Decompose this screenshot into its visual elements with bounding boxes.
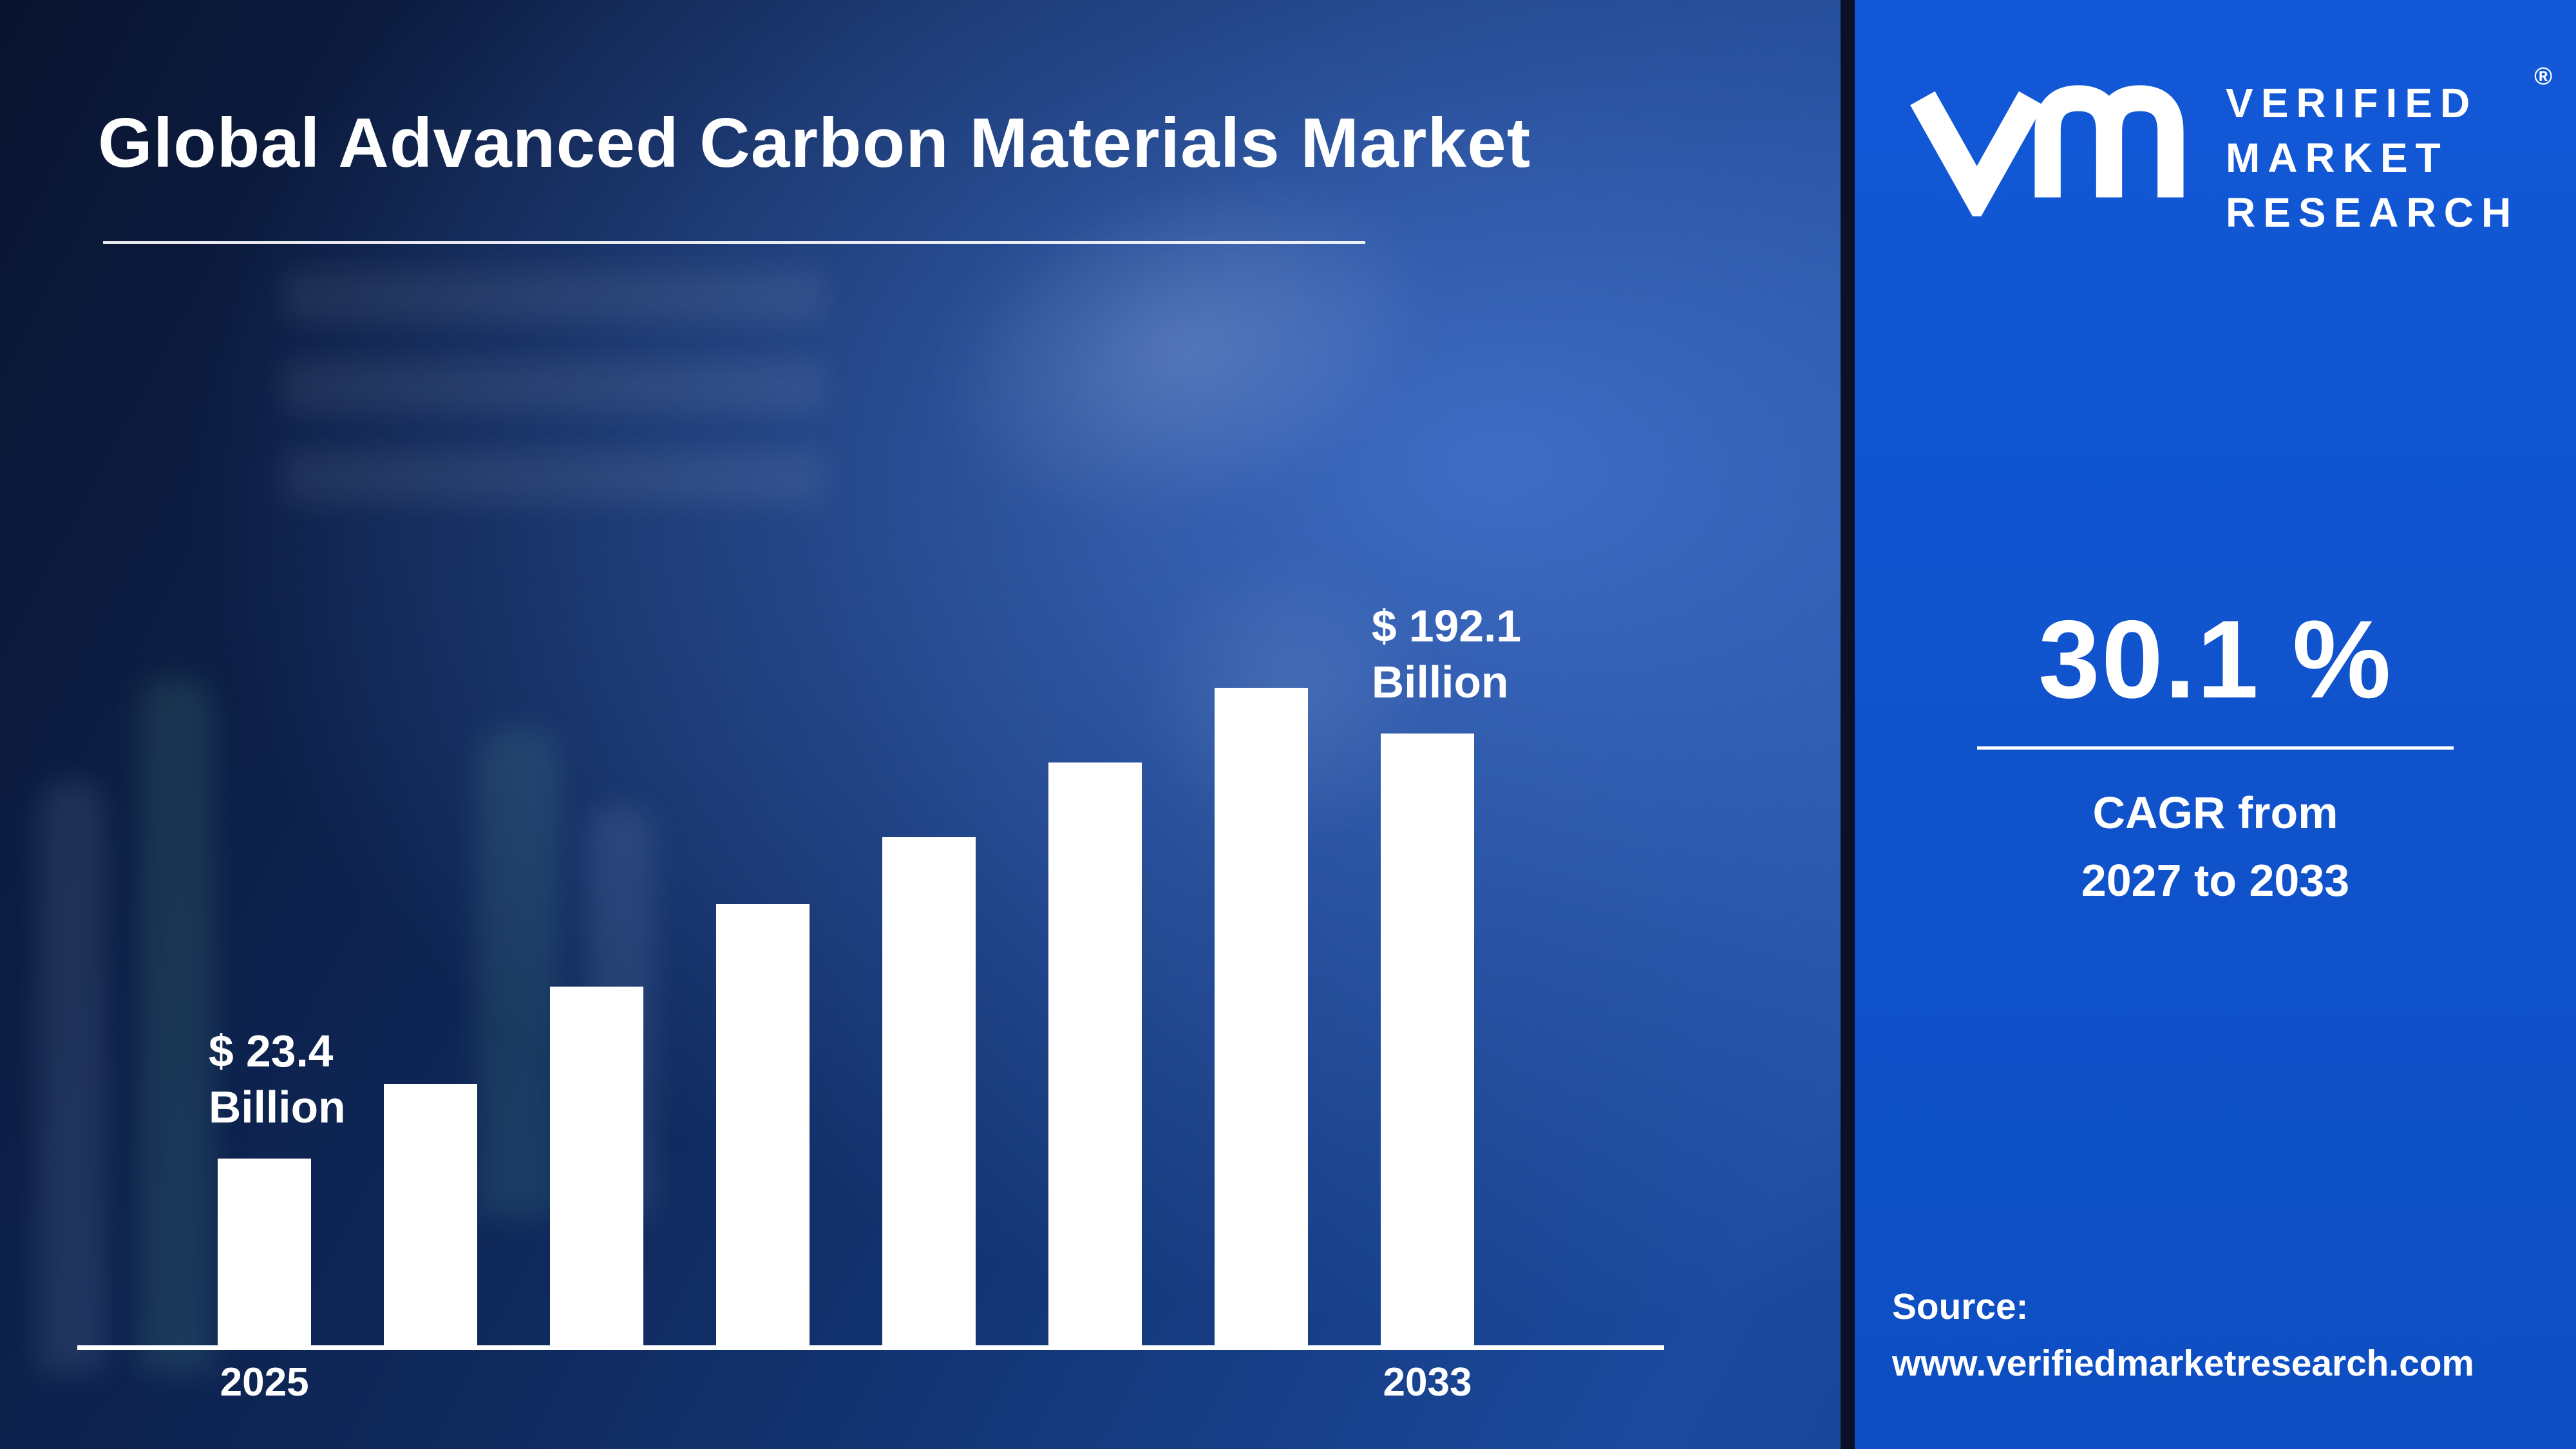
brand-logo-block: ® VERIFIED MARKET RESEARCH — [1855, 0, 2576, 240]
bar-column — [882, 598, 976, 1345]
bar-column — [549, 598, 644, 1345]
vmr-monogram-icon — [1910, 85, 2184, 216]
shelf-shape — [283, 451, 824, 502]
title-underline — [103, 241, 1365, 244]
bar-column: $ 192.1 Billion 2033 — [1372, 598, 1521, 1405]
cagr-value: 30.1 % — [2038, 598, 2392, 721]
panel-divider — [1841, 0, 1855, 1449]
bar-group: $ 23.4 Billion 2025 $ 192.1 Billion 2033 — [209, 598, 1521, 1405]
page-title: Global Advanced Carbon Materials Market — [98, 104, 1531, 182]
bar-column — [383, 598, 478, 1345]
test-tube-shape — [477, 728, 559, 1217]
shelf-shape — [283, 361, 824, 412]
bar — [1214, 688, 1309, 1345]
bar-column — [715, 598, 810, 1345]
bar-value-label: $ 192.1 Billion — [1371, 600, 1522, 707]
bar-chart: $ 23.4 Billion 2025 $ 192.1 Billion 2033 — [77, 598, 1664, 1405]
brand-line-research: RESEARCH — [2226, 189, 2519, 236]
cagr-underline — [1977, 746, 2454, 750]
bar — [1380, 733, 1475, 1345]
x-axis-line — [77, 1345, 1664, 1350]
test-tube-shape — [139, 676, 214, 1372]
source-url-link[interactable]: www.verifiedmarketresearch.com — [1892, 1343, 2474, 1384]
source-label: Source: — [1892, 1286, 2029, 1327]
right-info-panel: ® VERIFIED MARKET RESEARCH 30.1 % CAGR f… — [1855, 0, 2576, 1449]
source-block: Source: www.verifiedmarketresearch.com — [1892, 1279, 2474, 1392]
bar — [882, 837, 976, 1345]
axis-year-label: 2033 — [1383, 1359, 1472, 1405]
bar-value-label: $ 23.4 Billion — [209, 1025, 346, 1132]
bar — [549, 987, 644, 1345]
brand-line-market: MARKET — [2226, 135, 2448, 182]
bar — [218, 1158, 312, 1345]
bar-column — [1214, 598, 1309, 1345]
bar — [383, 1083, 478, 1345]
axis-year-label: 2025 — [220, 1359, 309, 1405]
bar-column — [1048, 598, 1142, 1345]
bar — [1048, 762, 1142, 1345]
cagr-block: 30.1 % CAGR from 2027 to 2033 — [1855, 598, 2576, 914]
test-tube-shape — [39, 779, 106, 1372]
cagr-caption-line1: CAGR from — [2092, 788, 2338, 838]
shelf-shape — [283, 270, 824, 322]
bar-column: $ 23.4 Billion 2025 — [209, 598, 346, 1405]
brand-line-verified: VERIFIED — [2226, 80, 2478, 126]
cagr-caption-line2: 2027 to 2033 — [2081, 855, 2350, 906]
bar — [715, 904, 810, 1345]
brand-wordmark: ® VERIFIED MARKET RESEARCH — [2226, 63, 2552, 240]
registered-trademark: ® — [2534, 63, 2553, 90]
